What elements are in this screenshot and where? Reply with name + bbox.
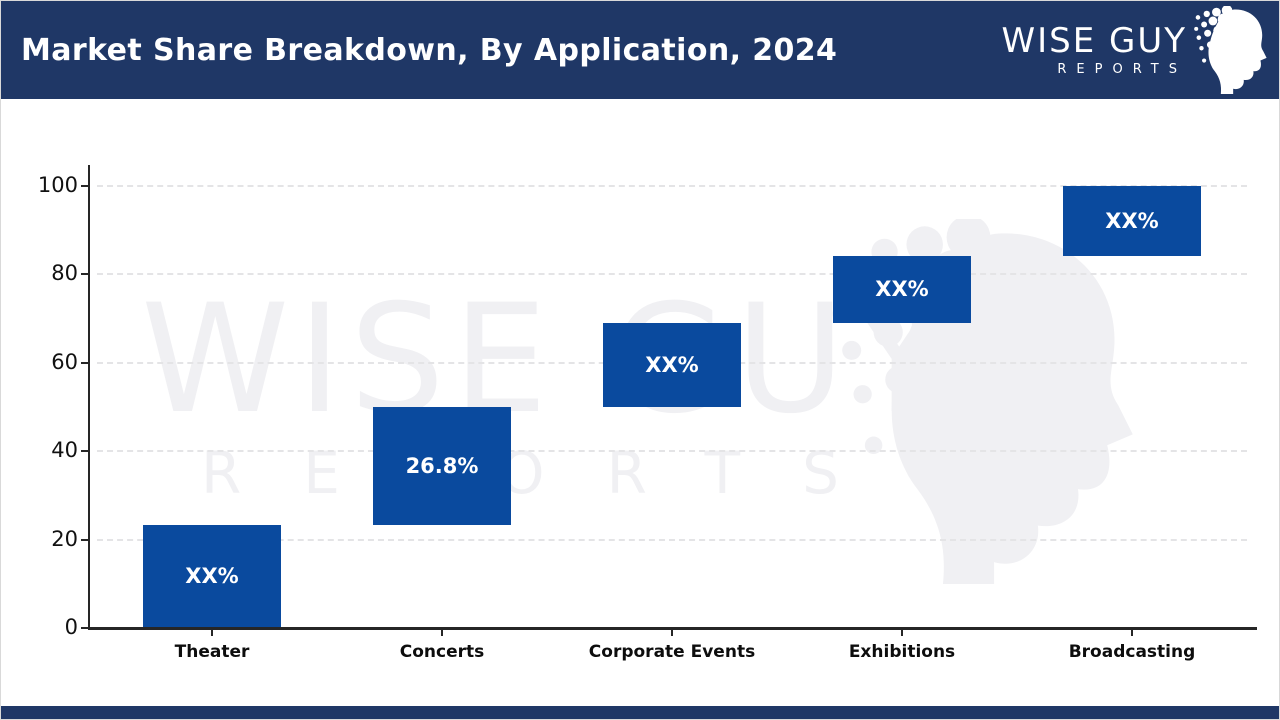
chart-title: Market Share Breakdown, By Application, … <box>21 32 838 68</box>
y-tick-label: 80 <box>51 261 78 286</box>
bar: XX% <box>143 525 281 628</box>
y-tick-label: 40 <box>51 438 78 463</box>
x-axis-label: Corporate Events <box>588 642 756 662</box>
y-tick-label: 100 <box>37 173 78 197</box>
y-tick-label: 20 <box>51 526 78 551</box>
bar-value-label: XX% <box>875 277 929 302</box>
bar-value-label: XX% <box>645 352 699 377</box>
wise-guy-reports-logo: WISE GUY REPORTS <box>1001 6 1271 94</box>
logo-reports-label: REPORTS <box>1057 62 1187 77</box>
x-axis-label: Concerts <box>399 642 485 662</box>
bar-value-label: 26.8% <box>405 453 479 478</box>
bar: XX% <box>1063 186 1201 256</box>
x-axis-label: Theater <box>174 642 250 662</box>
bar: XX% <box>603 322 741 407</box>
bar-value-label: XX% <box>1105 208 1159 233</box>
x-axis-tick <box>901 628 903 636</box>
x-axis-tick <box>671 628 673 636</box>
gridline <box>97 450 1247 453</box>
x-axis-tick <box>1131 628 1133 636</box>
y-axis-tick <box>81 450 89 453</box>
x-axis-label: Exhibitions <box>848 642 956 662</box>
y-axis-tick <box>81 361 89 364</box>
footer-bar <box>1 706 1279 719</box>
bar: XX% <box>833 255 971 323</box>
gridline <box>97 538 1247 541</box>
y-axis-line <box>88 165 90 630</box>
y-tick-label: 60 <box>51 349 78 374</box>
y-axis-tick <box>81 627 89 629</box>
logo-text: WISE GUY REPORTS <box>1001 24 1187 76</box>
gridline <box>97 185 1247 187</box>
y-axis-tick <box>81 273 89 276</box>
bar-value-label: XX% <box>185 564 239 589</box>
x-axis-label: Broadcasting <box>1068 642 1196 662</box>
y-tick-label: 0 <box>64 615 78 639</box>
y-axis-tick <box>81 185 89 187</box>
bar: 26.8% <box>373 406 511 525</box>
y-axis-tick <box>81 538 89 541</box>
logo-head-icon <box>1194 6 1267 94</box>
gridline <box>97 273 1247 276</box>
logo-wiseguy-label: WISE GUY <box>1001 21 1187 61</box>
x-axis-tick <box>441 628 443 636</box>
x-axis-tick <box>211 628 213 636</box>
header-bar: Market Share Breakdown, By Application, … <box>1 1 1279 99</box>
x-axis-line <box>88 627 1257 630</box>
